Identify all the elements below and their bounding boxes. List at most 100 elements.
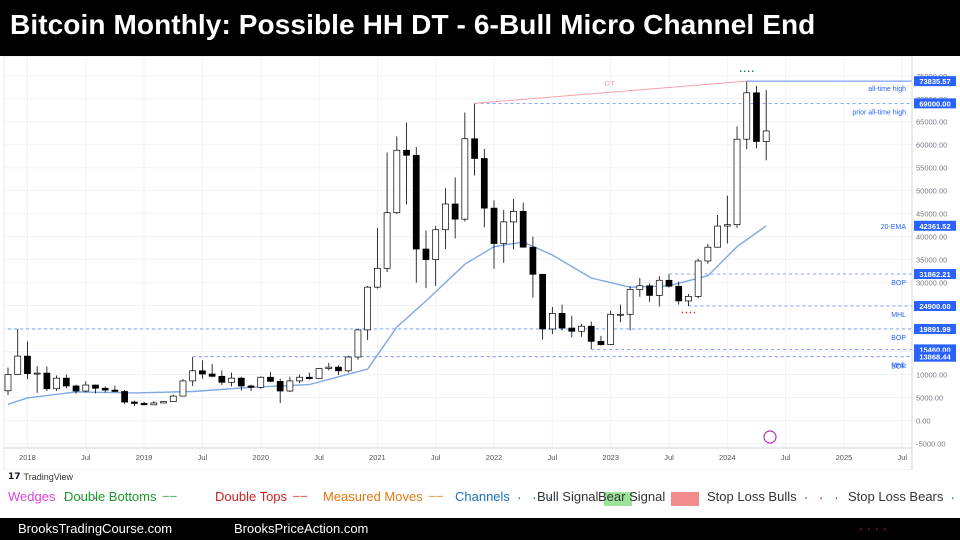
legend-line-key: . . . [949,489,960,502]
candle-bear [131,401,138,404]
candle-bull [500,221,508,244]
y-tick-label: 50000.00 [916,187,947,196]
candle-bear [451,203,459,220]
y-tick-label: 30000.00 [916,279,947,288]
legend-label: Stop Loss Bulls [707,489,797,504]
legend-line-key: —— [293,489,309,502]
candle-bull [33,372,41,375]
candle-bear [237,377,245,387]
footer-bar: BrooksTradingCourse.com BrooksPriceActio… [0,518,960,540]
candle-bull [228,377,235,383]
candle-bull [179,380,187,397]
candle-bear [539,273,546,330]
candle-bear [403,149,410,156]
candle-bull [315,368,323,379]
y-tick-label: 40000.00 [916,233,947,242]
price-level-badge [914,344,956,355]
price-level-value: 13868.44 [919,353,951,362]
price-level-note: prior all-time high [852,109,906,116]
candle-bear [422,248,430,260]
candle-bull [354,329,362,358]
candle-bull [578,325,585,332]
legend-line-key: —— [428,489,444,502]
candle-bull [383,212,391,269]
signal-dot [681,311,684,314]
legend-label: Double Tops [215,489,288,504]
candle-bear [305,376,313,379]
candle-bull [82,384,90,392]
pattern-legend: Wedges . . . Double Bottoms —— Double Tops ——… [0,489,960,511]
legend-label: Wedges [8,489,56,504]
candle-bull [296,376,303,382]
x-tick-label: Jul [81,453,91,462]
legend-item: Bull Signal [537,489,633,506]
candles-layer [4,81,770,407]
candle-bull [169,395,177,402]
y-tick-label: 55000.00 [916,164,947,173]
y-tick-label: 65000.00 [916,118,947,127]
legend-item: Channels . . . [455,489,553,504]
legend-swatch [671,492,700,506]
footer-left-link[interactable]: BrooksTradingCourse.com [18,521,173,536]
x-tick-label: 2024 [719,453,736,462]
candle-bear [92,384,99,389]
legend-item: Double Bottoms —— [64,489,177,504]
x-tick-label: 2018 [19,453,36,462]
footer-center-link[interactable]: BrooksPriceAction.com [234,521,369,536]
candle-bear [72,385,80,392]
chart-title: Bitcoin Monthly: Possible HH DT - 6-Bull… [10,9,816,40]
price-level-note: BOP [891,280,906,287]
candle-bull [723,224,731,227]
footer-dots-decor: .... [858,522,891,533]
candle-bull [150,402,158,406]
candle-bear [24,355,31,374]
x-tick-label: 2025 [836,453,853,462]
x-tick-label: Jul [198,453,208,462]
plot-frame [3,56,913,470]
y-tick-label: 35000.00 [916,256,947,265]
candle-bear [675,285,683,302]
candle-bull [14,355,22,375]
candle-bear [199,370,206,375]
x-tick-label: 2020 [252,453,269,462]
signal-dot [747,70,750,72]
price-level-badge [914,98,956,109]
price-level-value: 15460.00 [919,345,950,354]
x-tick-label: 2021 [369,453,386,462]
candle-bull [344,356,352,372]
y-tick-label: 45000.00 [916,210,947,219]
candle-bull [655,279,663,296]
price-level-value: 42361.52 [919,222,950,231]
candle-bear [529,246,537,275]
candle-bear [519,210,527,248]
title-bar: Bitcoin Monthly: Possible HH DT - 6-Bull… [0,0,960,56]
candle-bull [548,313,556,330]
candle-bull [626,289,634,315]
x-tick-label: Jul [664,453,674,462]
legend-item: Stop Loss Bears . . . [848,489,960,504]
legend-line-key: . . . [515,489,555,502]
price-level-badge [914,351,956,362]
candle-bull [607,313,615,345]
signal-dot [693,311,696,314]
candle-bull [636,285,644,290]
candle-bear [665,279,673,287]
y-tick-label: 0.00 [916,416,931,425]
price-level-note: MHL [891,312,906,319]
candle-bear [587,325,595,342]
candle-bear [121,391,129,403]
legend-item: Stop Loss Bulls . . . [707,489,840,504]
tradingview-name: TradingView [23,472,74,482]
legend-label: Bull Signal [537,489,599,504]
x-tick-label: Jul [548,453,558,462]
candle-bear [247,385,255,388]
candle-bear [276,381,284,392]
price-level-badge [914,220,956,231]
candle-bear [753,92,760,142]
candle-bear [208,373,216,377]
price-level-note: BOP [891,335,906,342]
x-tick-label: Jul [314,453,324,462]
legend-item: Double Tops —— [215,489,307,504]
candle-bull [461,138,469,220]
candlestick-chart[interactable]: all-time high prior all-time high 20-EMA BO… [0,56,960,470]
